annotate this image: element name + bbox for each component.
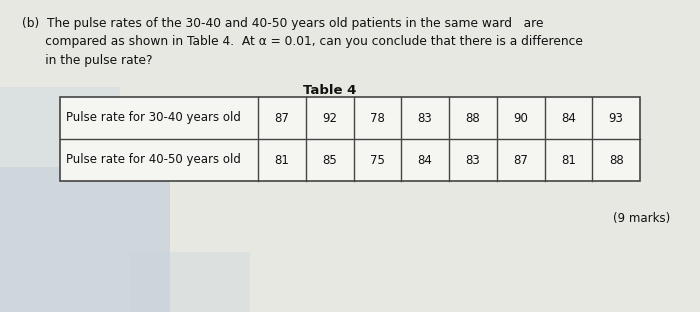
Text: 83: 83 (466, 154, 480, 167)
Text: 78: 78 (370, 111, 385, 124)
Bar (0, 87, 120, 167)
Text: 84: 84 (561, 111, 576, 124)
Text: 88: 88 (466, 111, 480, 124)
Bar (0, 167, 170, 312)
Text: 75: 75 (370, 154, 385, 167)
Text: 90: 90 (513, 111, 528, 124)
Text: (b)  The pulse rates of the 30-40 and 40-50 years old patients in the same ward : (b) The pulse rates of the 30-40 and 40-… (22, 17, 543, 30)
Text: compared as shown in Table 4.  At α = 0.01, can you conclude that there is a dif: compared as shown in Table 4. At α = 0.0… (22, 35, 583, 48)
Text: 93: 93 (609, 111, 624, 124)
Text: 87: 87 (513, 154, 528, 167)
Text: 81: 81 (561, 154, 576, 167)
Bar (130, 252, 250, 312)
Text: 85: 85 (322, 154, 337, 167)
Text: Pulse rate for 40-50 years old: Pulse rate for 40-50 years old (66, 154, 241, 167)
Text: (9 marks): (9 marks) (612, 212, 670, 225)
Text: 84: 84 (418, 154, 433, 167)
Text: Pulse rate for 30-40 years old: Pulse rate for 30-40 years old (66, 111, 241, 124)
Text: 92: 92 (322, 111, 337, 124)
Text: Table 4: Table 4 (303, 84, 357, 97)
Text: 81: 81 (274, 154, 289, 167)
Bar (60, 97, 640, 181)
Text: 88: 88 (609, 154, 624, 167)
Text: 83: 83 (418, 111, 433, 124)
Text: 87: 87 (274, 111, 289, 124)
Text: in the pulse rate?: in the pulse rate? (22, 54, 153, 67)
